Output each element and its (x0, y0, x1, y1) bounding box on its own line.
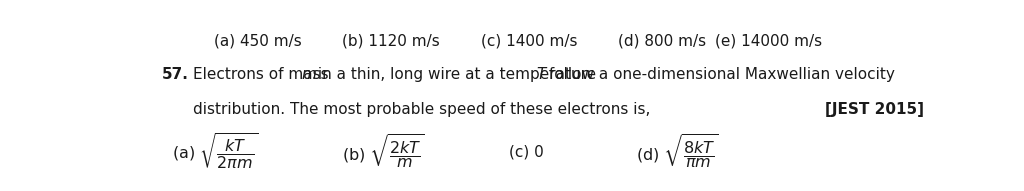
Text: Electrons of mass: Electrons of mass (194, 67, 334, 82)
Text: T: T (537, 67, 546, 82)
Text: (d) $\sqrt{\dfrac{8kT}{\pi m}}$: (d) $\sqrt{\dfrac{8kT}{\pi m}}$ (636, 133, 718, 171)
Text: (a) $\sqrt{\dfrac{kT}{2\pi m}}$: (a) $\sqrt{\dfrac{kT}{2\pi m}}$ (172, 132, 258, 172)
Text: m: m (302, 67, 316, 82)
Text: (b) $\sqrt{\dfrac{2kT}{m}}$: (b) $\sqrt{\dfrac{2kT}{m}}$ (342, 133, 425, 171)
Text: 57.: 57. (162, 67, 188, 82)
Text: (d) 800 m/s: (d) 800 m/s (618, 33, 707, 48)
Text: (b) 1120 m/s: (b) 1120 m/s (342, 33, 440, 48)
Text: (e) 14000 m/s: (e) 14000 m/s (715, 33, 822, 48)
Text: [JEST 2015]: [JEST 2015] (824, 102, 924, 117)
Text: distribution. The most probable speed of these electrons is,: distribution. The most probable speed of… (194, 102, 650, 117)
Text: in a thin, long wire at a temperature: in a thin, long wire at a temperature (313, 67, 601, 82)
Text: follow a one-dimensional Maxwellian velocity: follow a one-dimensional Maxwellian velo… (544, 67, 895, 82)
Text: (c) 0: (c) 0 (509, 145, 544, 160)
Text: (a) 450 m/s: (a) 450 m/s (214, 33, 301, 48)
Text: (c) 1400 m/s: (c) 1400 m/s (481, 33, 578, 48)
